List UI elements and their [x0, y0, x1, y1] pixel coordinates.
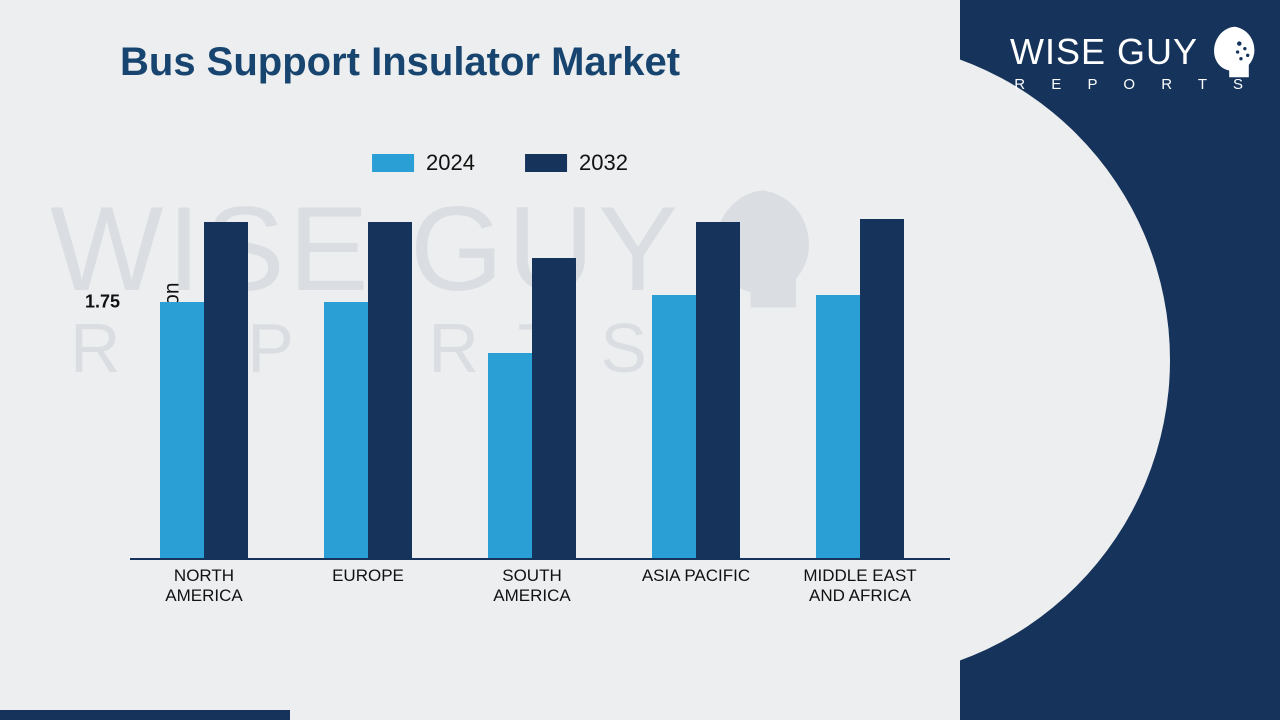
bar — [860, 219, 904, 558]
bar — [816, 295, 860, 558]
bar-group: NORTH AMERICA — [160, 180, 248, 558]
legend-label: 2024 — [426, 150, 475, 176]
page: WISE GUY R E P O R T S Bus Support Insul… — [0, 0, 1280, 720]
bar-chart: Market Size in USD Billion 2024 2032 1.7… — [50, 150, 950, 660]
bar-group: EUROPE — [324, 180, 412, 558]
bar-group: MIDDLE EAST AND AFRICA — [816, 180, 904, 558]
legend-item: 2032 — [525, 150, 628, 176]
bar — [696, 222, 740, 558]
y-tick-label: 1.75 — [85, 292, 120, 313]
bar-groups: NORTH AMERICA EUROPE SOUTH AMERICA ASIA PAC… — [130, 180, 950, 558]
head-icon — [1204, 24, 1260, 80]
legend-item: 2024 — [372, 150, 475, 176]
x-category-label: EUROPE — [298, 566, 438, 586]
logo-text-line1: WISE GUY — [1010, 31, 1198, 73]
bar — [532, 258, 576, 558]
bar — [488, 353, 532, 558]
legend-swatch — [525, 154, 567, 172]
x-category-label: NORTH AMERICA — [134, 566, 274, 605]
footer-accent-bar — [0, 710, 290, 720]
logo-text-line2: R E P O R T S — [1010, 76, 1260, 93]
chart-title: Bus Support Insulator Market — [120, 40, 680, 85]
x-category-label: SOUTH AMERICA — [462, 566, 602, 605]
bar-group: ASIA PACIFIC — [652, 180, 740, 558]
bar-group: SOUTH AMERICA — [488, 180, 576, 558]
bar — [652, 295, 696, 558]
plot-area: 1.75 NORTH AMERICAEUROPESOUTH AMERICAASI… — [130, 180, 950, 560]
bar — [368, 222, 412, 558]
bar — [204, 222, 248, 558]
legend-label: 2032 — [579, 150, 628, 176]
legend: 2024 2032 — [372, 150, 628, 176]
x-category-label: MIDDLE EAST AND AFRICA — [790, 566, 930, 605]
brand-logo: WISE GUY R E P O R T S — [1010, 24, 1260, 93]
x-category-label: ASIA PACIFIC — [626, 566, 766, 586]
legend-swatch — [372, 154, 414, 172]
bar — [160, 302, 204, 558]
bar — [324, 302, 368, 558]
